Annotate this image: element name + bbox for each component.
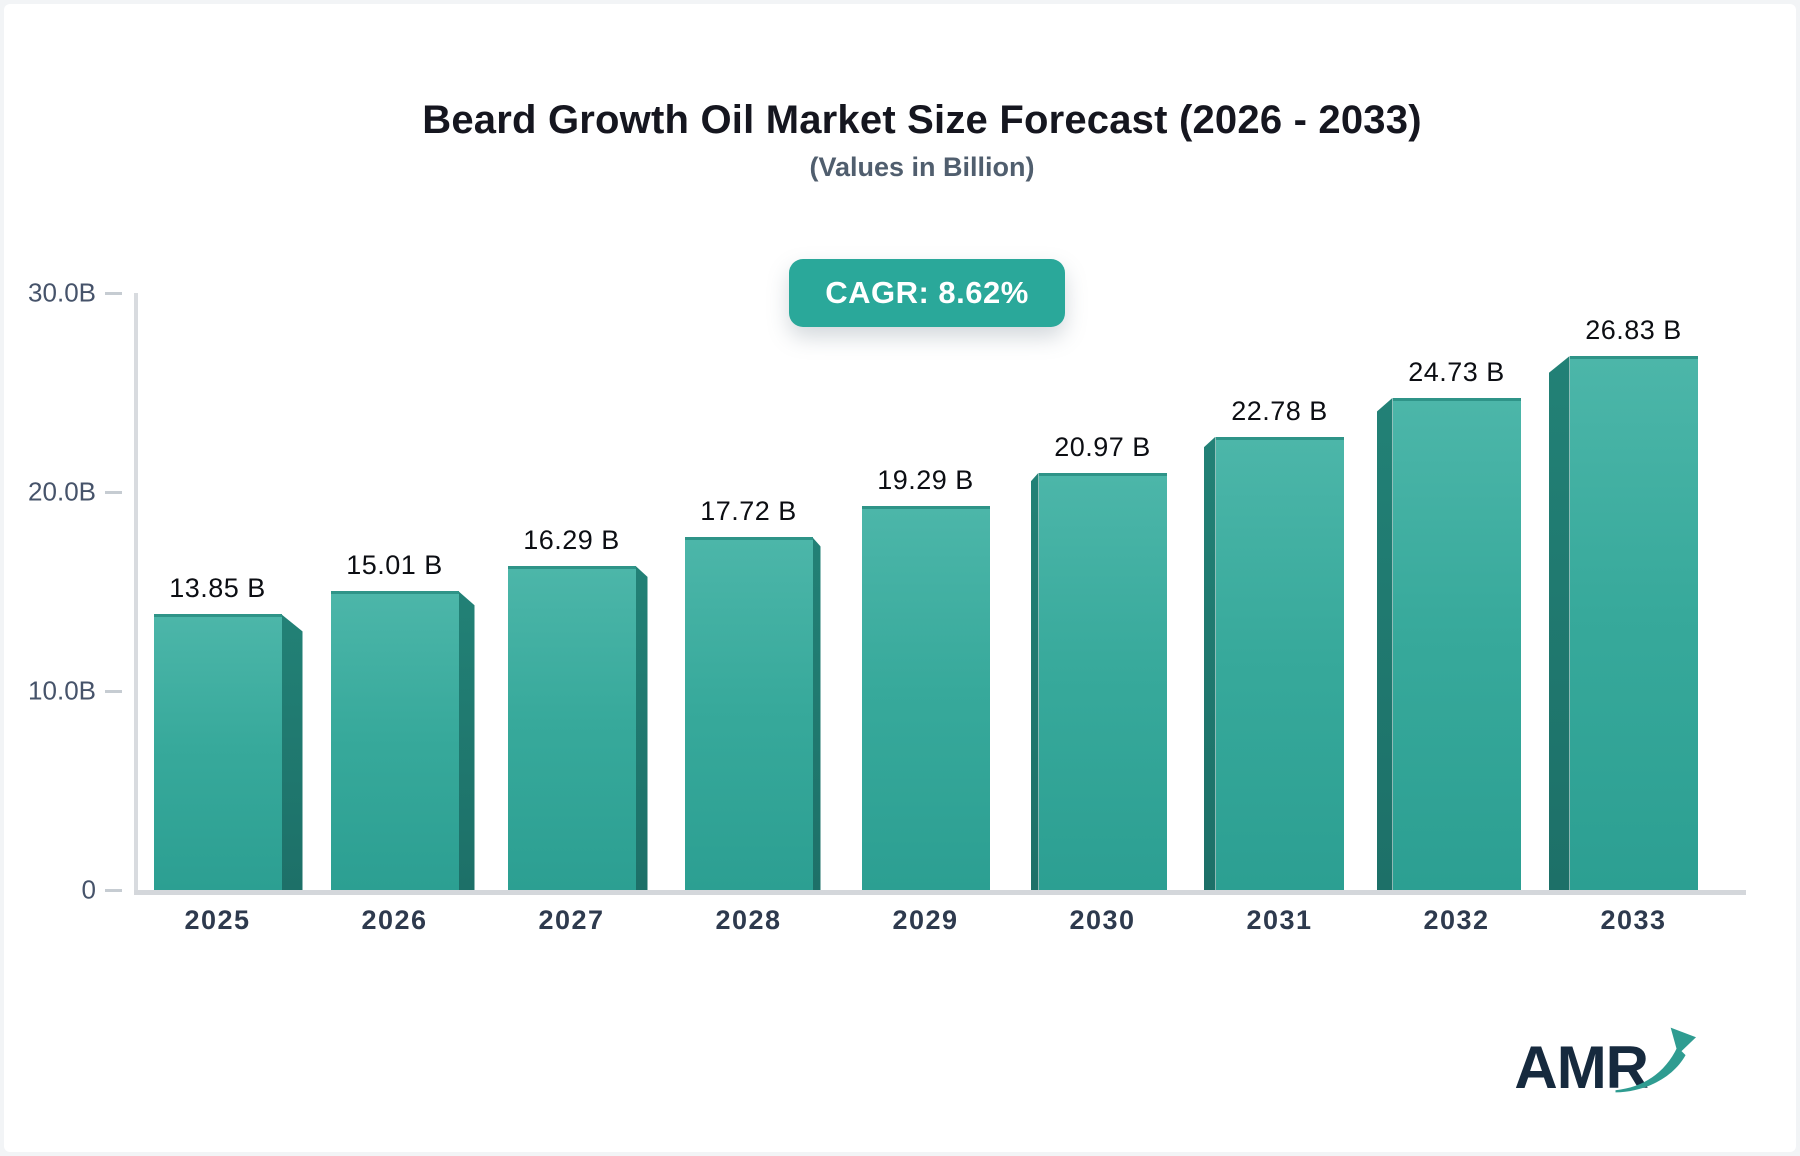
y-tick-label: 10.0B bbox=[28, 675, 96, 706]
y-tick-label: 30.0B bbox=[28, 277, 96, 308]
chart-title: Beard Growth Oil Market Size Forecast (2… bbox=[422, 98, 1422, 142]
x-tick-label: 2028 bbox=[715, 905, 782, 935]
trend-arrow-icon bbox=[1615, 1027, 1696, 1093]
amr-logo[interactable]: AMR bbox=[1514, 1024, 1696, 1098]
bar-2031[interactable] bbox=[1215, 436, 1344, 890]
y-axis-line bbox=[134, 293, 138, 890]
bar-value-label: 16.29 B bbox=[523, 524, 620, 555]
y-tick-label: 0 bbox=[81, 874, 96, 905]
x-tick-label: 2027 bbox=[538, 905, 605, 935]
bar-3d-side bbox=[1376, 397, 1393, 890]
bar-value-label: 13.85 B bbox=[169, 573, 266, 604]
bar-value-label: 17.72 B bbox=[700, 496, 797, 527]
bar-2030[interactable] bbox=[1038, 472, 1167, 890]
x-tick-label: 2033 bbox=[1600, 905, 1667, 935]
bar-2029[interactable] bbox=[861, 506, 990, 890]
x-tick-label: 2032 bbox=[1423, 905, 1490, 935]
cagr-badge: CAGR: 8.62% bbox=[789, 259, 1065, 327]
x-tick-label: 2031 bbox=[1246, 905, 1313, 935]
y-tick-mark bbox=[105, 689, 122, 693]
x-axis-line bbox=[134, 890, 1746, 895]
bar-2025[interactable] bbox=[153, 614, 282, 890]
bar-value-label: 20.97 B bbox=[1054, 431, 1151, 462]
bar-value-label: 15.01 B bbox=[346, 550, 443, 581]
amr-logo-text: AMR bbox=[1514, 1034, 1649, 1101]
bar-3d-side bbox=[281, 614, 303, 890]
bar-value-label: 26.83 B bbox=[1585, 315, 1682, 346]
y-tick-mark bbox=[105, 291, 122, 295]
bar-value-label: 24.73 B bbox=[1408, 356, 1505, 387]
bar-3d-side bbox=[1548, 356, 1570, 890]
x-tick-label: 2025 bbox=[184, 905, 251, 935]
bar-value-label: 19.29 B bbox=[877, 465, 974, 496]
bar-3d-side bbox=[1030, 472, 1039, 890]
bar-3d-side bbox=[812, 537, 821, 890]
x-tick-label: 2030 bbox=[1069, 905, 1136, 935]
bar-2028[interactable] bbox=[684, 537, 813, 890]
y-tick-mark bbox=[105, 490, 122, 494]
x-tick-label: 2026 bbox=[361, 905, 428, 935]
bar-3d-side bbox=[1203, 436, 1216, 890]
bar-value-label: 22.78 B bbox=[1231, 395, 1328, 426]
bar-3d-side bbox=[635, 565, 648, 890]
y-tick-label: 20.0B bbox=[28, 476, 96, 507]
chart-subtitle: (Values in Billion) bbox=[809, 152, 1035, 182]
x-tick-label: 2029 bbox=[892, 905, 959, 935]
y-tick-mark bbox=[105, 888, 122, 892]
chart-card: Beard Growth Oil Market Size Forecast (2… bbox=[4, 4, 1796, 1152]
bar-2033[interactable] bbox=[1569, 356, 1698, 890]
bar-2032[interactable] bbox=[1392, 397, 1521, 890]
bar-2027[interactable] bbox=[507, 565, 636, 890]
bar-2026[interactable] bbox=[330, 591, 459, 890]
bar-3d-side bbox=[458, 591, 475, 890]
